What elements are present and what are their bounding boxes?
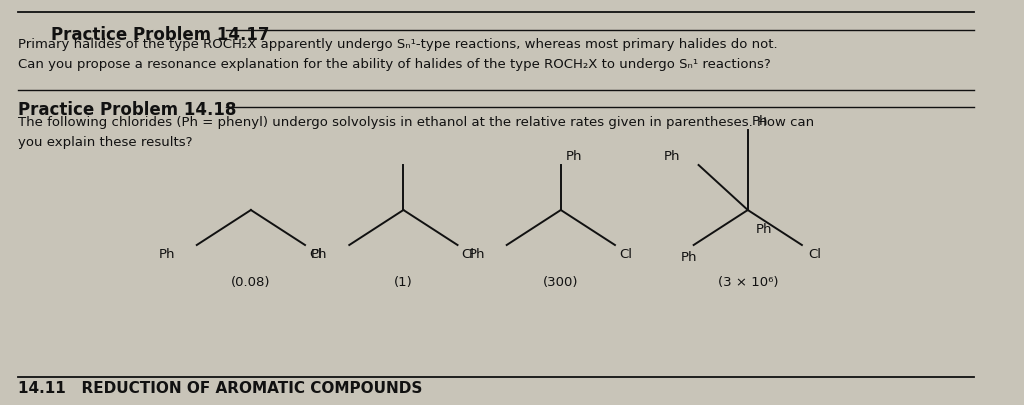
Text: Ph: Ph: [469, 247, 485, 260]
Text: Cl: Cl: [309, 247, 322, 260]
Text: Ph: Ph: [664, 149, 680, 162]
Text: The following chlorides (Ph = phenyl) undergo solvolysis in ethanol at the relat: The following chlorides (Ph = phenyl) un…: [17, 116, 814, 129]
Text: (300): (300): [543, 275, 579, 288]
Text: Ph: Ph: [311, 247, 328, 260]
Text: 14.11   REDUCTION OF AROMATIC COMPOUNDS: 14.11 REDUCTION OF AROMATIC COMPOUNDS: [17, 380, 422, 395]
Text: Ph: Ph: [159, 247, 175, 260]
Text: Cl: Cl: [462, 247, 474, 260]
Text: Can you propose a resonance explanation for the ability of halides of the type R: Can you propose a resonance explanation …: [17, 58, 770, 71]
Text: (1): (1): [394, 275, 413, 288]
Text: Ph: Ph: [752, 115, 768, 128]
Text: (0.08): (0.08): [231, 275, 270, 288]
Text: Ph: Ph: [681, 250, 697, 263]
Text: (3 × 10⁶): (3 × 10⁶): [718, 275, 778, 288]
Text: Cl: Cl: [618, 247, 632, 260]
Text: Ph: Ph: [565, 149, 583, 162]
Text: Cl: Cl: [808, 247, 821, 260]
Text: Practice Problem 14.17: Practice Problem 14.17: [51, 26, 269, 44]
Text: Primary halides of the type ROCH₂X apparently undergo Sₙ¹-type reactions, wherea: Primary halides of the type ROCH₂X appar…: [17, 38, 777, 51]
Text: you explain these results?: you explain these results?: [17, 136, 193, 149]
Text: Practice Problem 14.18: Practice Problem 14.18: [17, 101, 237, 119]
Text: Ph: Ph: [756, 222, 772, 235]
